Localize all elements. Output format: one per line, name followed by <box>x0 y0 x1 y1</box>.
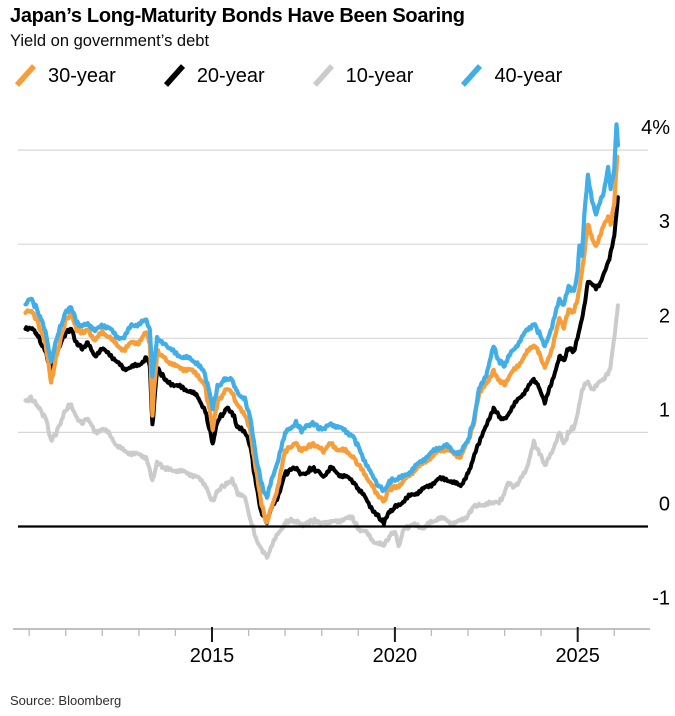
series-line-40-year <box>23 122 620 500</box>
legend-item-20-year: 20-year <box>163 63 265 89</box>
series-line-20-year <box>23 195 620 527</box>
legend-slash-icon-30-year <box>14 64 37 87</box>
legend-label-30-year: 30-year <box>48 64 116 87</box>
legend-item-40-year: 40-year <box>460 63 562 89</box>
chart-title: Japan’s Long-Maturity Bonds Have Been So… <box>10 5 465 27</box>
legend-slash-icon-20-year <box>163 64 185 87</box>
source-note: Source: Bloomberg <box>10 693 122 708</box>
legend-label-20-year: 20-year <box>196 64 265 87</box>
legend: 30-year 20-year 10-year 40-year <box>14 60 609 92</box>
y-axis-label-1: 1 <box>659 399 670 421</box>
y-axis-label--1: -1 <box>652 588 670 610</box>
chart-subtitle: Yield on government’s debt <box>10 32 210 50</box>
legend-label-40-year: 40-year <box>494 64 563 87</box>
legend-item-10-year: 10-year <box>312 63 414 89</box>
x-axis-label-2015: 2015 <box>190 645 235 667</box>
legend-slash-icon-40-year <box>461 64 483 87</box>
yield-line-chart: 4% 3 2 1 0 -1 2015 2020 2025 <box>13 117 670 667</box>
legend-slash-icon-10-year <box>312 64 334 87</box>
legend-item-30-year: 30-year <box>14 63 116 89</box>
y-axis-label-0: 0 <box>659 494 670 516</box>
series-line-10-year <box>23 303 620 560</box>
legend-label-10-year: 10-year <box>345 64 414 87</box>
y-axis-label-3: 3 <box>659 211 670 233</box>
y-axis-label-2: 2 <box>659 305 670 327</box>
x-axis-label-2025: 2025 <box>555 645 600 667</box>
y-axis-label-4%: 4% <box>641 117 670 139</box>
series-line-30-year <box>23 154 620 525</box>
x-axis-label-2020: 2020 <box>373 645 418 667</box>
